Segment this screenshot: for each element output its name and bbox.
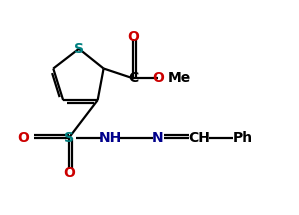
Text: Me: Me xyxy=(168,71,191,85)
Text: S: S xyxy=(74,42,84,56)
Text: N: N xyxy=(152,131,164,145)
Text: O: O xyxy=(127,30,139,44)
Text: S: S xyxy=(64,131,74,145)
Text: CH: CH xyxy=(188,131,210,145)
Text: O: O xyxy=(152,71,164,85)
Text: Ph: Ph xyxy=(233,131,253,145)
Text: O: O xyxy=(18,131,30,145)
Text: C: C xyxy=(128,71,138,85)
Text: NH: NH xyxy=(99,131,122,145)
Text: O: O xyxy=(63,166,75,180)
